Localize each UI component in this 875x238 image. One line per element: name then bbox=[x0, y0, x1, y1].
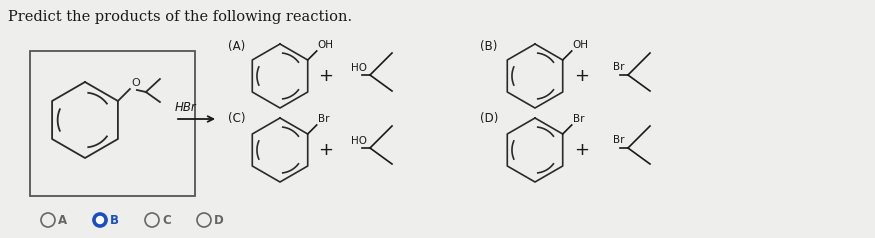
Circle shape bbox=[41, 213, 55, 227]
Text: +: + bbox=[318, 67, 333, 85]
Text: (A): (A) bbox=[228, 40, 245, 53]
Circle shape bbox=[93, 213, 107, 227]
Text: C: C bbox=[162, 213, 171, 227]
Text: (D): (D) bbox=[480, 112, 499, 125]
Text: Br: Br bbox=[573, 114, 584, 124]
Text: +: + bbox=[575, 141, 590, 159]
Text: D: D bbox=[214, 213, 224, 227]
Text: B: B bbox=[110, 213, 119, 227]
Text: HBr: HBr bbox=[175, 101, 197, 114]
Text: (B): (B) bbox=[480, 40, 497, 53]
Text: A: A bbox=[58, 213, 67, 227]
Text: OH: OH bbox=[573, 40, 589, 50]
Text: (C): (C) bbox=[228, 112, 246, 125]
Circle shape bbox=[145, 213, 159, 227]
Text: HO: HO bbox=[351, 136, 367, 146]
Text: Predict the products of the following reaction.: Predict the products of the following re… bbox=[8, 10, 352, 24]
Text: Br: Br bbox=[613, 62, 625, 72]
Text: HO: HO bbox=[351, 63, 367, 73]
Text: +: + bbox=[318, 141, 333, 159]
Text: +: + bbox=[575, 67, 590, 85]
FancyBboxPatch shape bbox=[30, 51, 195, 196]
Text: Br: Br bbox=[613, 135, 625, 145]
Circle shape bbox=[197, 213, 211, 227]
Text: OH: OH bbox=[318, 40, 333, 50]
Circle shape bbox=[96, 217, 103, 223]
Text: Br: Br bbox=[318, 114, 329, 124]
Text: O: O bbox=[131, 78, 140, 88]
